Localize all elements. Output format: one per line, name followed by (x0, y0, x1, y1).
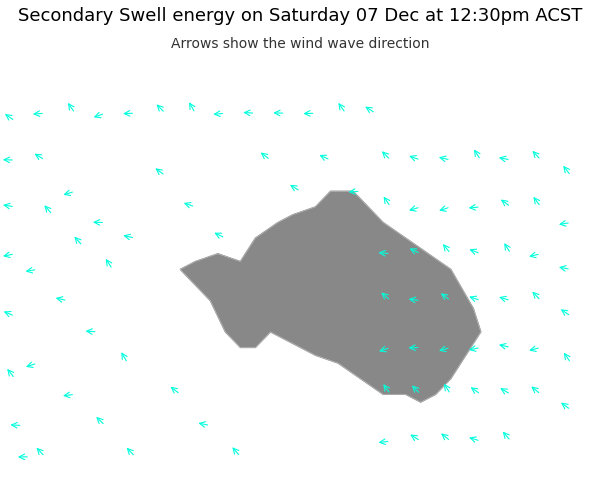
Polygon shape (180, 191, 481, 402)
Text: Secondary Swell energy on Saturday 07 Dec at 12:30pm ACST: Secondary Swell energy on Saturday 07 De… (18, 7, 583, 25)
Text: Arrows show the wind wave direction: Arrows show the wind wave direction (171, 37, 430, 51)
